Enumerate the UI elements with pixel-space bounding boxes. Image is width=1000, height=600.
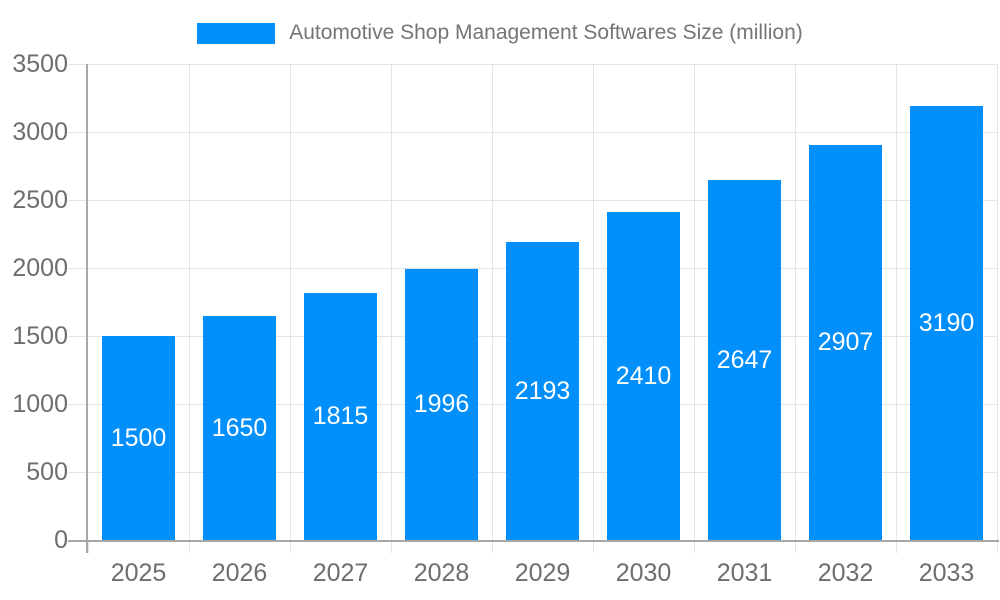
x-gridline: [87, 540, 89, 553]
x-axis-tick-label: 2029: [514, 559, 571, 587]
y-axis-tick-label: 3000: [12, 118, 68, 146]
y-gridline: [68, 131, 997, 133]
legend-label: Automotive Shop Management Softwares Siz…: [289, 21, 803, 44]
y-axis-tick-label: 0: [54, 526, 68, 554]
x-axis-tick-label: 2028: [413, 559, 470, 587]
bar-value-label: 1996: [413, 390, 470, 418]
bar-value-label: 2647: [716, 345, 773, 374]
y-axis-tick-label: 2000: [12, 254, 68, 282]
bar-2033[interactable]: 3190: [910, 106, 983, 540]
x-gridline: [794, 64, 796, 553]
bar-value-label: 1815: [312, 402, 369, 430]
y-axis-tick-label: 2500: [12, 186, 68, 214]
x-gridline: [996, 64, 998, 553]
x-axis-tick-label: 2032: [817, 559, 874, 587]
bar-value-label: 1500: [110, 423, 167, 452]
bar-2026[interactable]: 1650: [203, 316, 276, 540]
x-gridline: [390, 64, 392, 553]
bar-value-label: 2410: [615, 361, 672, 390]
legend-swatch-icon: [197, 22, 276, 44]
y-axis-line: [86, 64, 88, 553]
x-axis-tick-label: 2027: [312, 559, 369, 587]
x-axis-line: [68, 540, 999, 542]
x-gridline: [289, 64, 291, 553]
bar-2030[interactable]: 2410: [607, 212, 680, 540]
y-gridline: [68, 199, 997, 201]
x-axis-tick-label: 2033: [918, 559, 975, 587]
bar-2025[interactable]: 1500: [102, 336, 175, 540]
bar-2029[interactable]: 2193: [506, 242, 579, 540]
y-axis-tick-label: 500: [26, 458, 68, 486]
bar-2031[interactable]: 2647: [708, 180, 781, 540]
chart-legend[interactable]: Automotive Shop Management Softwares Siz…: [0, 20, 1000, 46]
bar-2027[interactable]: 1815: [304, 293, 377, 540]
bar-value-label: 1650: [211, 413, 268, 442]
y-gridline: [68, 63, 997, 65]
y-axis-tick-label: 3500: [12, 50, 68, 78]
x-axis-tick-label: 2030: [615, 559, 672, 587]
y-axis-tick-label: 1000: [12, 390, 68, 418]
x-gridline: [693, 64, 695, 553]
x-gridline: [491, 64, 493, 553]
bar-value-label: 2193: [514, 376, 571, 405]
x-gridline: [188, 64, 190, 553]
x-gridline: [895, 64, 897, 553]
bar-2028[interactable]: 1996: [405, 269, 478, 540]
bar-value-label: 3190: [918, 308, 975, 337]
y-axis-tick-label: 1500: [12, 322, 68, 350]
plot-area: 0 500 1000 1500 2000 2500 3000 3500 1500 2025 1650…: [12, 50, 999, 587]
bar-value-label: 2907: [817, 328, 874, 356]
x-axis-tick-label: 2031: [716, 559, 773, 587]
x-axis-tick-label: 2025: [110, 559, 167, 587]
x-axis-tick-label: 2026: [211, 559, 268, 587]
x-gridline: [592, 64, 594, 553]
bar-2032[interactable]: 2907: [809, 145, 882, 540]
